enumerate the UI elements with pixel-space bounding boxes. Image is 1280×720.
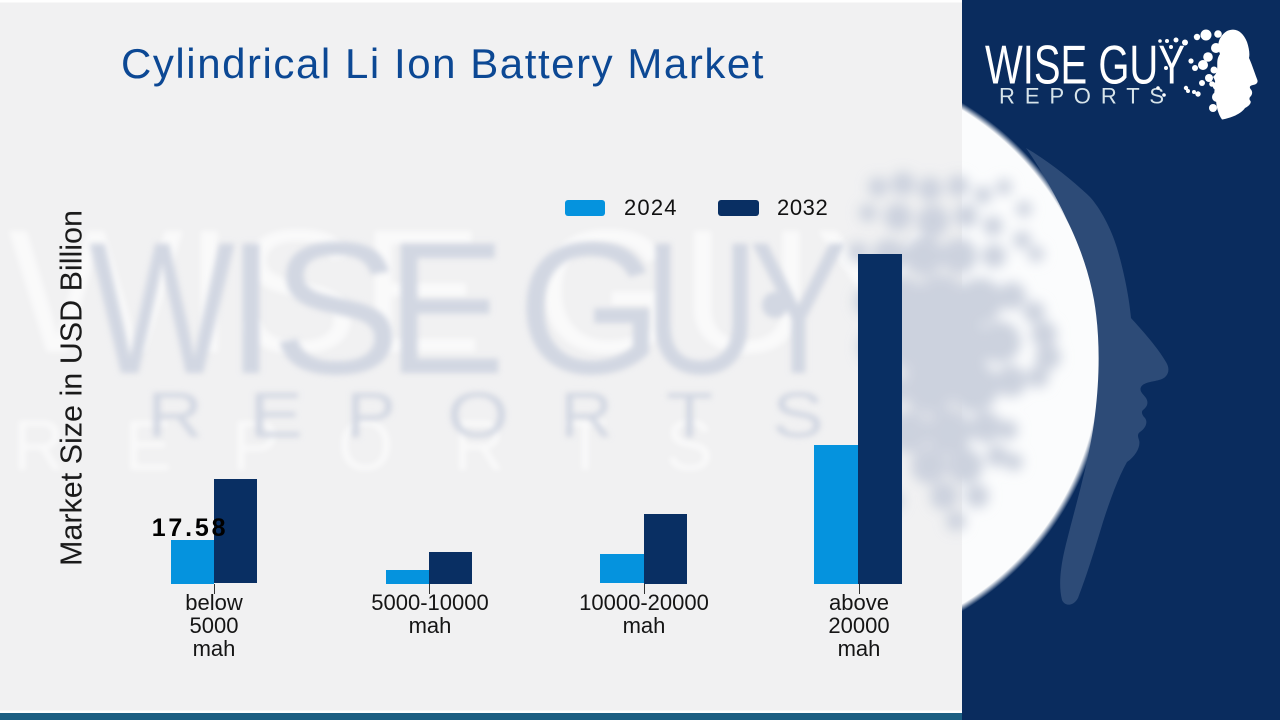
- svg-text:R: R: [560, 379, 613, 451]
- svg-text:R E P O R T S: R E P O R T S: [13, 407, 713, 486]
- svg-text:I: I: [226, 203, 276, 413]
- svg-text:U: U: [643, 203, 760, 413]
- svg-text:G: G: [517, 203, 663, 413]
- svg-text:R: R: [147, 379, 203, 451]
- svg-text:O: O: [447, 379, 509, 451]
- svg-text:T: T: [666, 379, 713, 451]
- svg-text:E: E: [386, 203, 506, 413]
- svg-text:P: P: [346, 379, 396, 451]
- svg-text:WISE GUY: WISE GUY: [985, 35, 1185, 96]
- svg-text:E: E: [249, 379, 303, 451]
- svg-text:WISE GUY: WISE GUY: [8, 194, 938, 390]
- svg-text:R E P O R T S: R E P O R T S: [999, 84, 1164, 109]
- svg-text:S: S: [271, 203, 401, 413]
- svg-text:S: S: [772, 379, 824, 451]
- svg-text:W: W: [89, 203, 235, 413]
